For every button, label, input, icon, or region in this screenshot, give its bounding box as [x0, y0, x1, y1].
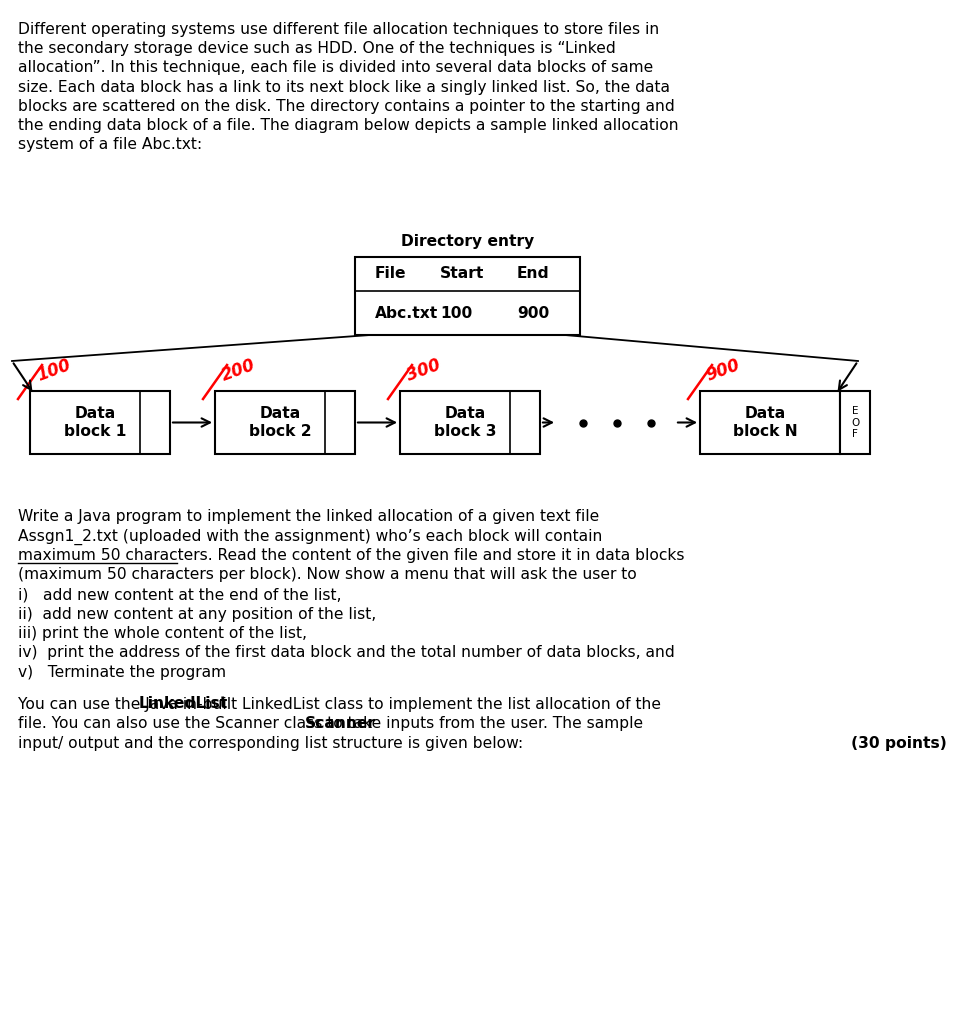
Text: Data
block N: Data block N — [732, 407, 797, 439]
Text: Directory entry: Directory entry — [400, 234, 534, 249]
Text: End: End — [517, 267, 550, 281]
Text: file. You can also use the Scanner class to take inputs from the user. The sampl: file. You can also use the Scanner class… — [18, 716, 643, 731]
Text: Different operating systems use different file allocation techniques to store fi: Different operating systems use differen… — [18, 22, 659, 37]
Text: maximum 50 characters. Read the content of the given file and store it in data b: maximum 50 characters. Read the content … — [18, 548, 684, 564]
Text: the ending data block of a file. The diagram below depicts a sample linked alloc: the ending data block of a file. The dia… — [18, 118, 678, 133]
Text: 100: 100 — [34, 357, 73, 385]
Text: iii) print the whole content of the list,: iii) print the whole content of the list… — [18, 626, 307, 641]
Text: Data
block 3: Data block 3 — [433, 407, 496, 439]
Text: Assgn1_2.txt (uploaded with the assignment) who’s each block will contain: Assgn1_2.txt (uploaded with the assignme… — [18, 529, 602, 545]
Text: input/ output and the corresponding list structure is given below:: input/ output and the corresponding list… — [18, 736, 523, 751]
Text: i)   add new content at the end of the list,: i) add new content at the end of the lis… — [18, 587, 342, 602]
Text: blocks are scattered on the disk. The directory contains a pointer to the starti: blocks are scattered on the disk. The di… — [18, 99, 675, 114]
Text: 900: 900 — [517, 307, 549, 322]
Text: ii)  add new content at any position of the list,: ii) add new content at any position of t… — [18, 606, 376, 622]
Bar — [215, 391, 355, 454]
Bar — [840, 391, 870, 454]
Text: E
O
F: E O F — [851, 406, 859, 439]
Text: 100: 100 — [440, 307, 472, 322]
Text: system of a file Abc.txt:: system of a file Abc.txt: — [18, 138, 202, 152]
Text: (30 points): (30 points) — [851, 736, 947, 751]
Text: Write a Java program to implement the linked allocation of a given text file: Write a Java program to implement the li… — [18, 510, 599, 524]
Text: the secondary storage device such as HDD. One of the techniques is “Linked: the secondary storage device such as HDD… — [18, 41, 616, 56]
Text: iv)  print the address of the first data block and the total number of data bloc: iv) print the address of the first data … — [18, 645, 675, 660]
Text: (maximum 50 characters per block). Now show a menu that will ask the user to: (maximum 50 characters per block). Now s… — [18, 568, 637, 583]
Text: File: File — [375, 267, 406, 281]
Text: Data
block 2: Data block 2 — [249, 407, 312, 439]
Text: 200: 200 — [219, 357, 258, 385]
Text: You can use the Java in-built LinkedList class to implement the list allocation : You can use the Java in-built LinkedList… — [18, 697, 661, 711]
Bar — [30, 391, 170, 454]
Text: Data
block 1: Data block 1 — [64, 407, 126, 439]
Text: v)   Terminate the program: v) Terminate the program — [18, 665, 226, 680]
Text: 900: 900 — [704, 357, 743, 385]
Text: allocation”. In this technique, each file is divided into several data blocks of: allocation”. In this technique, each fil… — [18, 60, 653, 75]
Text: Abc.txt: Abc.txt — [375, 307, 438, 322]
Text: Start: Start — [440, 267, 484, 281]
Text: size. Each data block has a link to its next block like a singly linked list. So: size. Each data block has a link to its … — [18, 79, 670, 95]
Text: Scanner: Scanner — [305, 716, 376, 731]
Text: 300: 300 — [404, 357, 443, 385]
Bar — [400, 391, 540, 454]
Text: LinkedList: LinkedList — [139, 697, 228, 711]
Bar — [355, 257, 580, 335]
Bar — [700, 391, 840, 454]
